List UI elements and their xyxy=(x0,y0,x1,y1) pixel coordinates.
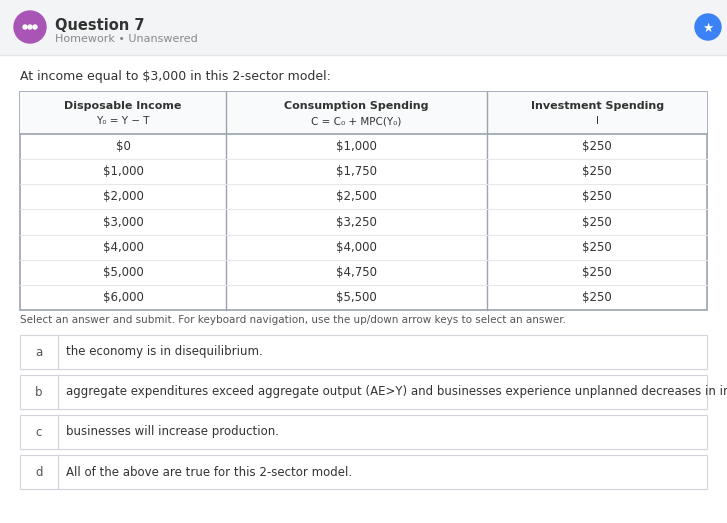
Bar xyxy=(20,92,707,134)
Text: $250: $250 xyxy=(582,190,612,203)
Circle shape xyxy=(33,25,37,29)
Circle shape xyxy=(23,25,27,29)
Text: $4,000: $4,000 xyxy=(336,241,377,254)
Circle shape xyxy=(695,14,721,40)
Text: $6,000: $6,000 xyxy=(103,291,143,304)
Bar xyxy=(0,0,727,55)
Text: $250: $250 xyxy=(582,291,612,304)
Bar xyxy=(20,415,707,449)
Text: ★: ★ xyxy=(702,21,714,35)
Text: Y₀ = Y − T: Y₀ = Y − T xyxy=(96,116,150,126)
Bar xyxy=(20,335,707,369)
Text: $1,750: $1,750 xyxy=(336,165,377,178)
Bar xyxy=(20,455,707,489)
Text: $250: $250 xyxy=(582,266,612,279)
Text: c: c xyxy=(36,426,42,438)
Bar xyxy=(20,92,707,310)
Text: All of the above are true for this 2-sector model.: All of the above are true for this 2-sec… xyxy=(66,465,352,479)
Text: $1,000: $1,000 xyxy=(103,165,143,178)
Text: $3,250: $3,250 xyxy=(336,215,377,229)
Text: $0: $0 xyxy=(116,140,130,153)
Text: $3,000: $3,000 xyxy=(103,215,143,229)
Text: Investment Spending: Investment Spending xyxy=(531,101,664,111)
Text: $250: $250 xyxy=(582,165,612,178)
Text: b: b xyxy=(35,385,43,399)
Text: Consumption Spending: Consumption Spending xyxy=(284,101,429,111)
Text: Disposable Income: Disposable Income xyxy=(65,101,182,111)
Text: the economy is in disequilibrium.: the economy is in disequilibrium. xyxy=(66,346,262,358)
Text: Question 7: Question 7 xyxy=(55,18,145,33)
Text: a: a xyxy=(36,346,43,358)
Circle shape xyxy=(28,25,32,29)
Bar xyxy=(20,375,707,409)
Text: $250: $250 xyxy=(582,241,612,254)
Text: $2,000: $2,000 xyxy=(103,190,143,203)
Bar xyxy=(0,55,727,523)
Text: Select an answer and submit. For keyboard navigation, use the up/down arrow keys: Select an answer and submit. For keyboar… xyxy=(20,315,566,325)
Text: aggregate expenditures exceed aggregate output (AE>Y) and businesses experience : aggregate expenditures exceed aggregate … xyxy=(66,385,727,399)
Text: I: I xyxy=(595,116,598,126)
Text: $1,000: $1,000 xyxy=(336,140,377,153)
Text: businesses will increase production.: businesses will increase production. xyxy=(66,426,279,438)
Text: $250: $250 xyxy=(582,140,612,153)
Text: d: d xyxy=(35,465,43,479)
Text: $4,000: $4,000 xyxy=(103,241,143,254)
Text: Homework • Unanswered: Homework • Unanswered xyxy=(55,34,198,44)
Text: $5,000: $5,000 xyxy=(103,266,143,279)
Circle shape xyxy=(14,11,46,43)
Text: $2,500: $2,500 xyxy=(336,190,377,203)
Text: $4,750: $4,750 xyxy=(336,266,377,279)
Text: C = C₀ + MPC(Y₀): C = C₀ + MPC(Y₀) xyxy=(311,116,402,126)
Text: $5,500: $5,500 xyxy=(337,291,377,304)
Text: At income equal to $3,000 in this 2-sector model:: At income equal to $3,000 in this 2-sect… xyxy=(20,70,331,83)
Text: $250: $250 xyxy=(582,215,612,229)
